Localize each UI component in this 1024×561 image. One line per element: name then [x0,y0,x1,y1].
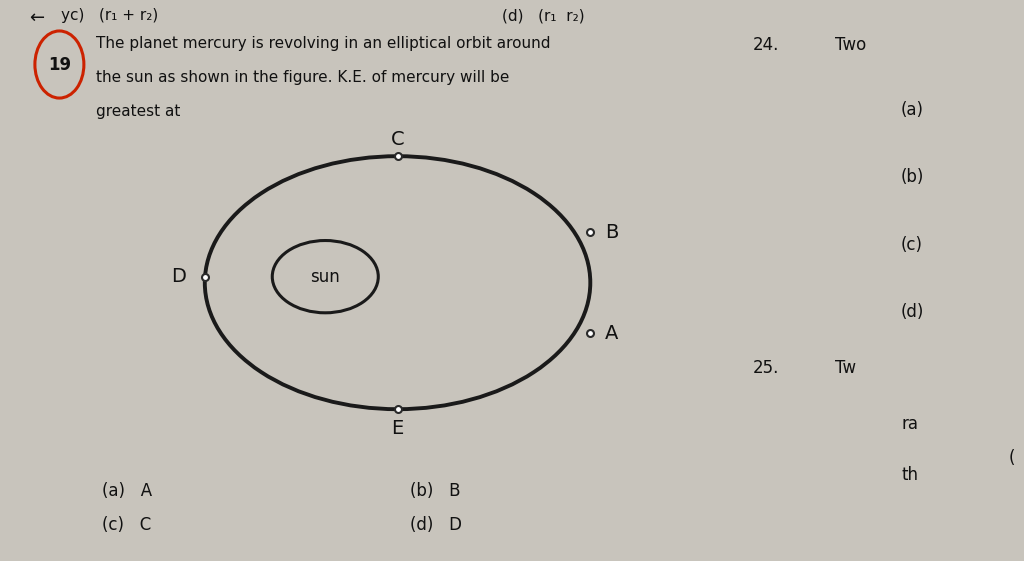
Text: Two: Two [835,36,866,54]
Text: (: ( [1009,449,1015,467]
Text: yc)   (r₁ + r₂): yc) (r₁ + r₂) [61,8,159,24]
Text: D: D [171,267,185,286]
Text: (d)   D: (d) D [410,516,462,534]
Text: The planet mercury is revolving in an elliptical orbit around: The planet mercury is revolving in an el… [96,36,551,52]
Text: 24.: 24. [753,36,779,54]
Text: the sun as shown in the figure. K.E. of mercury will be: the sun as shown in the figure. K.E. of … [96,70,510,85]
Text: C: C [391,130,404,149]
Text: (d)   (r₁  r₂): (d) (r₁ r₂) [502,8,585,24]
Text: th: th [901,466,919,484]
Text: (a): (a) [901,101,924,119]
Text: Tw: Tw [835,359,856,377]
Text: 19: 19 [48,56,71,73]
Text: ra: ra [901,415,919,433]
Text: (b): (b) [901,168,925,186]
Text: sun: sun [310,268,340,286]
Text: (c): (c) [901,236,923,254]
Text: (c)   C: (c) C [102,516,152,534]
Text: (b)   B: (b) B [410,482,460,500]
Text: (d): (d) [901,303,925,321]
Text: A: A [605,324,618,343]
Text: ←: ← [29,8,44,26]
Text: (a)   A: (a) A [102,482,153,500]
Text: B: B [605,223,618,242]
Text: 25.: 25. [753,359,779,377]
Text: greatest at: greatest at [96,104,180,119]
Text: E: E [391,419,403,438]
